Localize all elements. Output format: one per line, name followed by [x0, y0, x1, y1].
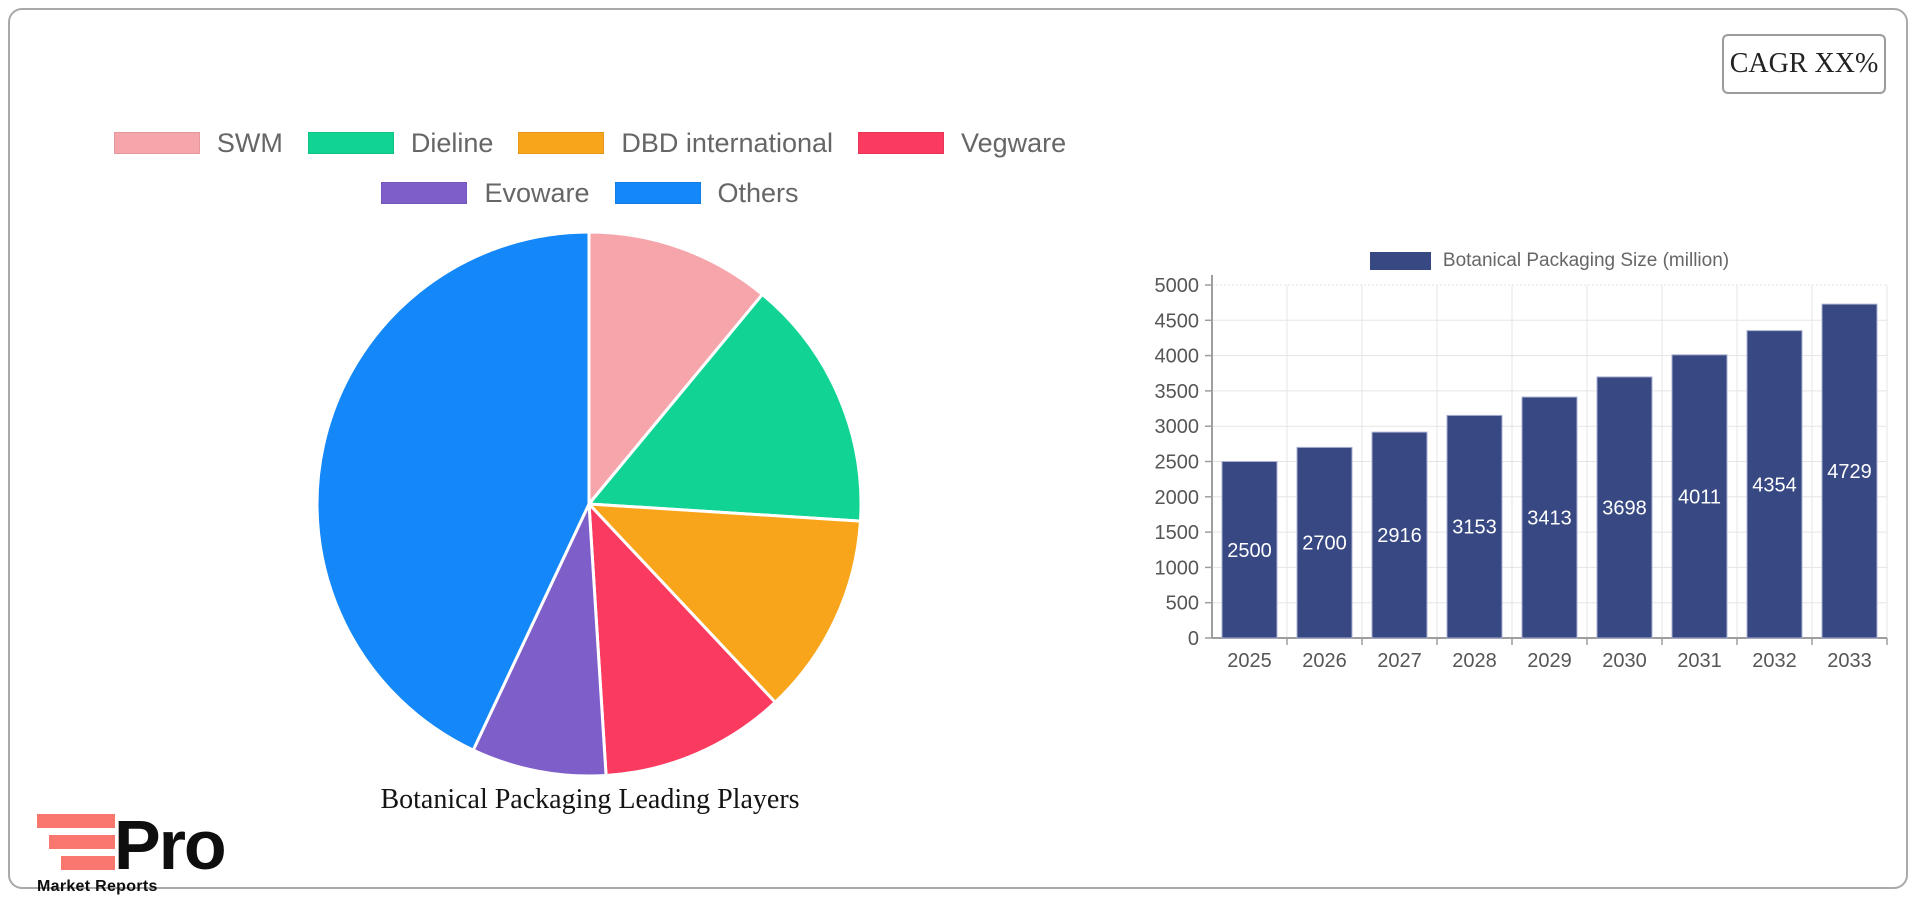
bar-value-label-2032: 4354 — [1752, 474, 1797, 496]
legend-label: Evoware — [484, 177, 590, 208]
logo-wordmark: Pro — [114, 806, 227, 884]
x-tick-label-2029: 2029 — [1527, 650, 1572, 672]
x-tick-label-2026: 2026 — [1302, 650, 1347, 672]
legend-swatch — [307, 132, 394, 154]
legend-item-dieline: Dieline — [307, 127, 494, 159]
bar-2027 — [1371, 431, 1428, 639]
bar-value-label-2026: 2700 — [1302, 533, 1347, 555]
x-tick-label-2027: 2027 — [1377, 650, 1422, 672]
legend-swatch — [518, 132, 605, 154]
y-tick-label-0: 0 — [1188, 628, 1199, 650]
bar-value-label-2028: 3153 — [1452, 517, 1497, 539]
legend-item-evoware: Evoware — [381, 177, 590, 209]
bar-value-label-2033: 4729 — [1827, 461, 1872, 483]
cagr-label: CAGR XX% — [1729, 48, 1879, 79]
bar-chart-legend: Botanical Packaging Size (million) — [1212, 250, 1887, 271]
y-tick-label-1500: 1500 — [1155, 522, 1200, 544]
logo-tagline: Market Reports — [37, 878, 158, 895]
legend-item-others: Others — [614, 177, 799, 209]
bar-chart: 0 500 1000 1500 2000 2500 3000 3500 4000 4500 5000… — [1155, 275, 1888, 672]
bar-2030 — [1596, 376, 1653, 639]
bar-2029 — [1521, 396, 1578, 639]
pie-legend-row: Evoware Others — [140, 177, 1040, 209]
bar-value-label-2029: 3413 — [1527, 508, 1572, 530]
bar-2025 — [1221, 461, 1278, 639]
bar-value-label-2025: 2500 — [1227, 540, 1272, 562]
pro-market-reports-logo: Pro Market Reports — [28, 796, 248, 896]
cagr-box: CAGR XX% — [1722, 34, 1886, 94]
y-tick-label-2000: 2000 — [1155, 487, 1200, 509]
bar-2033 — [1821, 303, 1878, 639]
bar-2028 — [1446, 414, 1503, 639]
pie-slice-vegware — [587, 502, 777, 777]
bar-2032 — [1746, 330, 1803, 639]
y-tick-label-2500: 2500 — [1155, 452, 1200, 474]
bar-value-label-2031: 4011 — [1678, 486, 1721, 508]
pie-slice-dbd-international — [587, 502, 862, 704]
legend-item-dbd-international: DBD international — [518, 128, 833, 159]
pie-chart — [315, 230, 863, 778]
pie-slice-dieline — [587, 292, 863, 523]
x-tick-label-2032: 2032 — [1752, 650, 1797, 672]
legend-label: DBD international — [621, 127, 834, 158]
legend-swatch — [614, 182, 701, 204]
pie-legend-row: SWM Dieline DBD international Vegware — [113, 127, 1066, 159]
legend-label: Others — [717, 177, 799, 208]
bar-legend-swatch — [1369, 252, 1431, 270]
x-tick-label-2028: 2028 — [1452, 650, 1497, 672]
x-tick-label-2031: 2031 — [1677, 650, 1722, 672]
x-tick-label-2030: 2030 — [1602, 650, 1647, 672]
y-tick-label-3000: 3000 — [1155, 416, 1200, 438]
y-tick-label-500: 500 — [1166, 593, 1199, 615]
y-tick-label-4000: 4000 — [1155, 346, 1200, 368]
legend-swatch — [381, 182, 468, 204]
y-tick-label-1000: 1000 — [1155, 557, 1200, 579]
legend-item-swm: SWM — [113, 127, 283, 159]
bar-legend-label: Botanical Packaging Size (million) — [1442, 250, 1730, 271]
legend-swatch — [113, 132, 200, 154]
pie-chart-title: Botanical Packaging Leading Players — [380, 784, 800, 815]
legend-label: Vegware — [961, 127, 1067, 158]
pie-slice-evoware — [471, 502, 608, 778]
legend-label: SWM — [216, 127, 283, 158]
pie-slice-others — [315, 230, 591, 752]
legend-item-vegware: Vegware — [858, 128, 1066, 159]
y-tick-label-3500: 3500 — [1155, 381, 1200, 403]
legend-label: Dieline — [410, 127, 494, 158]
bar-value-label-2027: 2916 — [1377, 525, 1422, 547]
bar-2026 — [1296, 446, 1353, 639]
bar-2031 — [1671, 354, 1728, 639]
logo-bars-icon — [61, 856, 115, 870]
pie-slice-swm — [587, 230, 764, 506]
legend-swatch — [858, 132, 945, 154]
x-tick-label-2033: 2033 — [1827, 650, 1872, 672]
y-tick-label-5000: 5000 — [1155, 275, 1200, 297]
bar-value-label-2030: 3698 — [1602, 497, 1647, 519]
y-tick-label-4500: 4500 — [1155, 310, 1200, 332]
x-tick-label-2025: 2025 — [1227, 650, 1272, 672]
pie-legend: SWM Dieline DBD international Vegware Evowar… — [113, 127, 1066, 209]
logo-bars-icon — [37, 814, 115, 828]
logo-bars-icon — [49, 835, 115, 849]
